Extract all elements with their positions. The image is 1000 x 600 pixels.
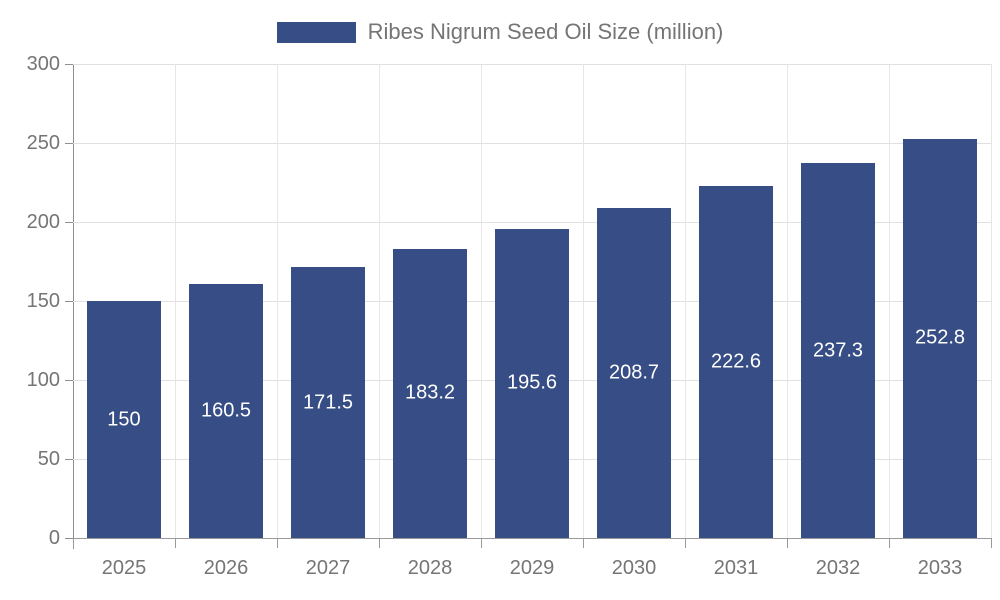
x-axis-label: 2032 [815, 557, 861, 579]
y-axis-tick [65, 301, 73, 302]
x-axis-tick [175, 538, 176, 548]
gridline-horizontal [73, 142, 991, 144]
y-axis-tick [65, 380, 73, 381]
gridline-vertical [480, 64, 482, 538]
x-axis-label: 2027 [305, 557, 351, 579]
gridline-vertical [684, 64, 686, 538]
legend-label: Ribes Nigrum Seed Oil Size (million) [367, 19, 724, 44]
x-axis-label: 2030 [611, 557, 657, 579]
bar-value-label: 183.2 [404, 381, 456, 404]
legend-swatch [276, 21, 356, 43]
bar-2026[interactable]: 160.5 [189, 284, 263, 538]
x-axis-tick [481, 538, 482, 548]
y-axis-label: 300 [26, 53, 60, 75]
gridline-vertical [174, 64, 176, 538]
x-axis-line [65, 538, 992, 539]
bar-2032[interactable]: 237.3 [801, 163, 875, 538]
x-axis-label: 2028 [407, 557, 453, 579]
x-axis-label: 2029 [509, 557, 555, 579]
x-axis-tick [685, 538, 686, 548]
bar-2029[interactable]: 195.6 [495, 228, 569, 538]
x-axis-label: 2025 [101, 557, 147, 579]
plot-area: 150 160.5 171.5 183.2 195.6 208.7 222.6 237.3 25… [73, 63, 992, 538]
bar-value-label: 208.7 [608, 361, 660, 384]
y-axis-label: 50 [37, 448, 60, 470]
bar-2031[interactable]: 222.6 [699, 186, 773, 538]
bar-2027[interactable]: 171.5 [291, 267, 365, 538]
bar-2028[interactable]: 183.2 [393, 248, 467, 538]
legend-item[interactable]: Ribes Nigrum Seed Oil Size (million) [0, 15, 1000, 49]
gridline-vertical [378, 64, 380, 538]
gridline-vertical [990, 64, 992, 538]
y-axis-line [73, 64, 74, 549]
bar-value-label: 171.5 [302, 391, 354, 413]
y-axis-tick [65, 459, 73, 460]
x-axis-label: 2031 [713, 557, 759, 579]
gridline-vertical [582, 64, 584, 538]
bar-2030[interactable]: 208.7 [597, 208, 671, 538]
bar-value-label: 160.5 [200, 399, 252, 422]
bar-value-label: 222.6 [710, 350, 762, 373]
y-axis-tick [65, 538, 73, 539]
gridline-vertical [276, 64, 278, 538]
bar-value-label: 150 [107, 408, 141, 430]
gridline-horizontal [73, 63, 991, 65]
gridline-vertical [786, 64, 788, 538]
bar-value-label: 195.6 [506, 371, 558, 394]
x-axis-tick [379, 538, 380, 548]
y-axis-label: 0 [48, 527, 60, 549]
y-axis-label: 150 [26, 290, 60, 312]
y-axis-tick [65, 222, 73, 223]
bar-value-label: 252.8 [914, 326, 966, 349]
x-axis-tick [787, 538, 788, 548]
x-axis-label: 2033 [917, 557, 963, 579]
x-axis-tick [889, 538, 890, 548]
y-axis-label: 250 [26, 132, 60, 154]
x-axis-tick [277, 538, 278, 548]
bar-2025[interactable]: 150 [87, 301, 161, 538]
y-axis-tick [65, 64, 73, 65]
y-axis-label: 200 [26, 211, 60, 233]
x-axis-label: 2026 [203, 557, 249, 579]
bar-value-label: 237.3 [812, 339, 864, 362]
x-axis-tick [73, 538, 74, 548]
gridline-vertical [888, 64, 890, 538]
x-axis-tick [583, 538, 584, 548]
bar-2033[interactable]: 252.8 [903, 138, 977, 538]
x-axis-tick [991, 538, 992, 548]
y-axis-label: 100 [26, 369, 60, 391]
y-axis-tick [65, 143, 73, 144]
gridline-horizontal [73, 221, 991, 223]
